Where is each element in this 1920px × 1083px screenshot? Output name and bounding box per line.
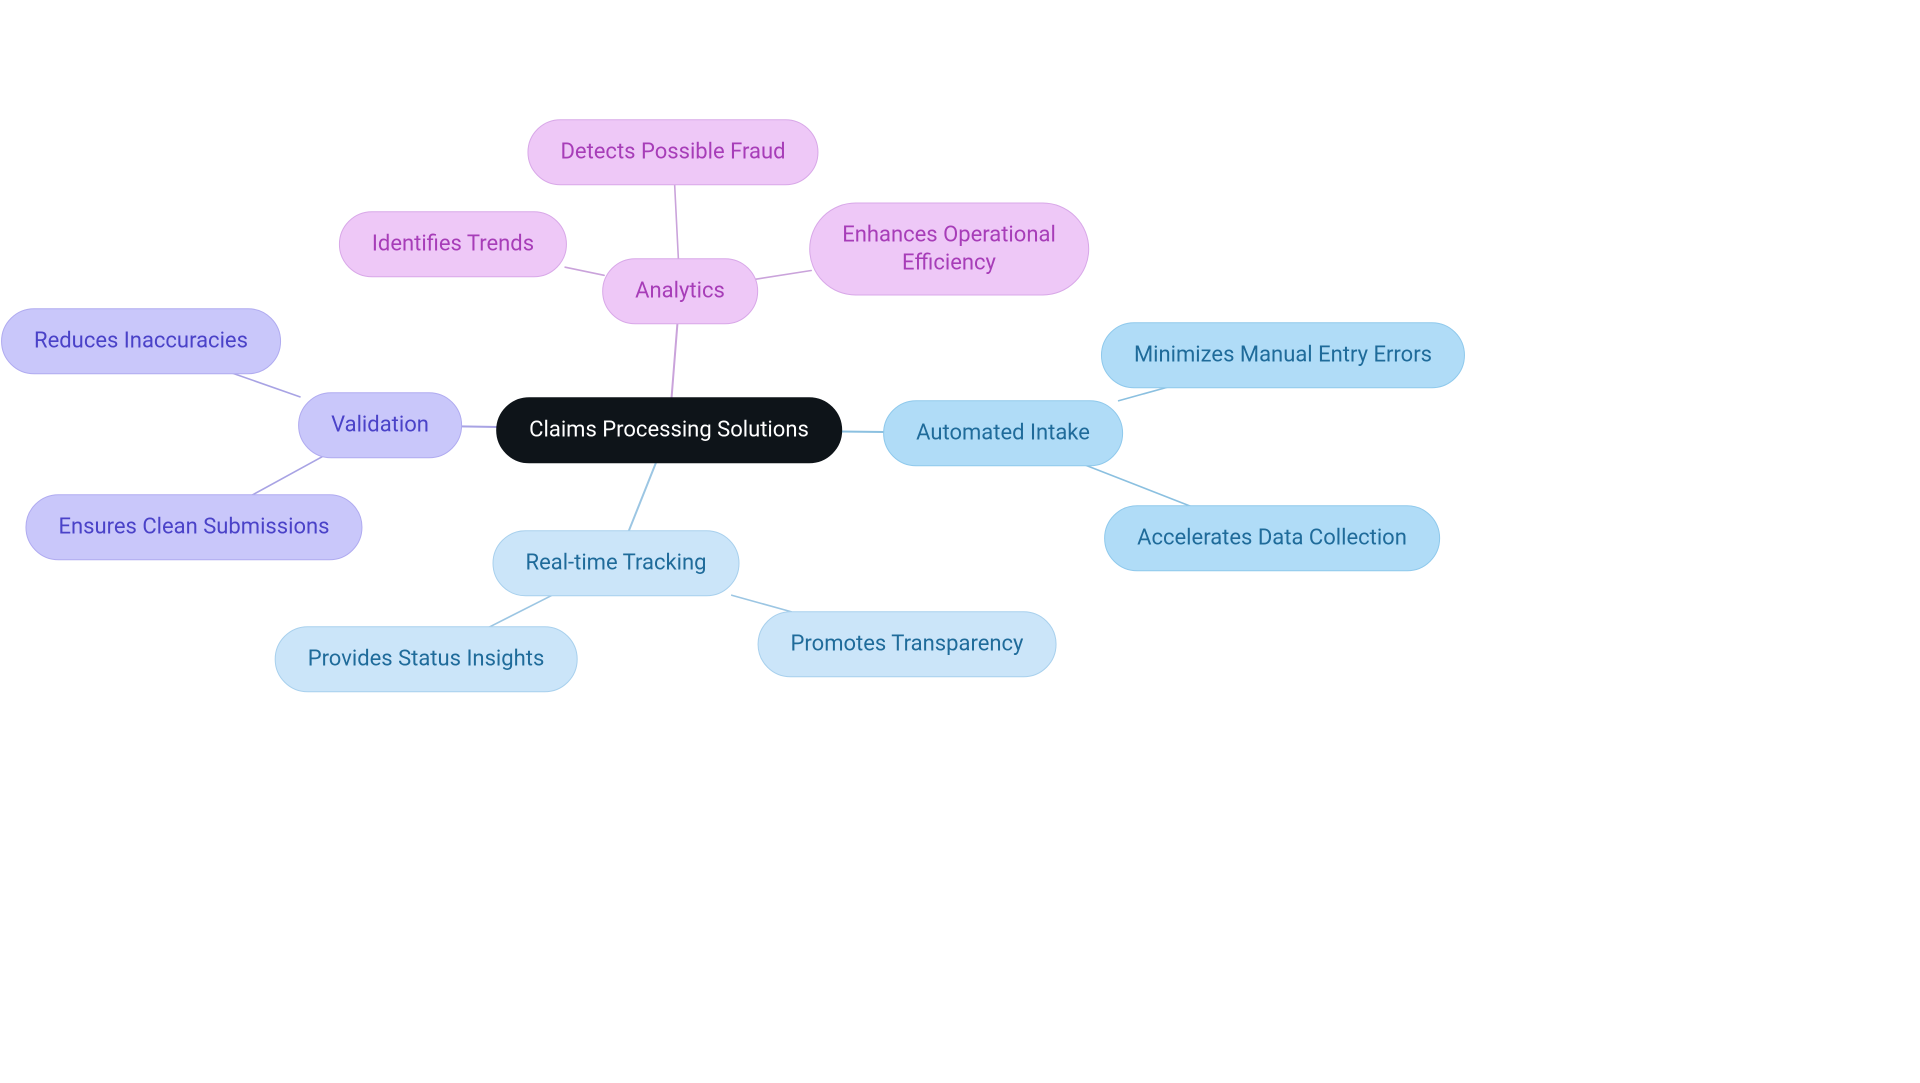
edge-analytics-analytics_fraud: [675, 183, 679, 260]
node-analytics_efficiency: Enhances Operational Efficiency: [809, 203, 1089, 296]
edge-analytics-analytics_trends: [565, 267, 604, 275]
node-tracking_transparency: Promotes Transparency: [758, 611, 1057, 677]
node-automated_data: Accelerates Data Collection: [1104, 505, 1440, 571]
node-automated_errors: Minimizes Manual Entry Errors: [1101, 322, 1465, 388]
edge-root-analytics: [671, 322, 677, 399]
node-validation_clean: Ensures Clean Submissions: [25, 494, 362, 560]
edge-automated-automated_errors: [1119, 387, 1168, 401]
node-validation_inaccuracies: Reduces Inaccuracies: [1, 308, 281, 374]
node-validation: Validation: [298, 392, 462, 458]
node-analytics_trends: Identifies Trends: [339, 211, 567, 277]
edge-tracking-tracking_status: [489, 595, 553, 627]
edge-tracking-tracking_transparency: [732, 595, 792, 612]
edge-root-validation: [460, 426, 498, 427]
node-analytics_fraud: Detects Possible Fraud: [527, 119, 818, 185]
node-root: Claims Processing Solutions: [496, 397, 842, 463]
node-automated: Automated Intake: [883, 400, 1123, 466]
node-tracking_status: Provides Status Insights: [275, 626, 578, 692]
edge-analytics-analytics_efficiency: [756, 271, 811, 280]
node-tracking: Real-time Tracking: [493, 530, 740, 596]
node-analytics: Analytics: [602, 258, 758, 324]
edge-automated-automated_data: [1085, 465, 1190, 506]
edge-validation-validation_inaccuracies: [232, 373, 300, 397]
edge-validation-validation_clean: [252, 457, 322, 495]
edge-root-tracking: [628, 461, 656, 532]
